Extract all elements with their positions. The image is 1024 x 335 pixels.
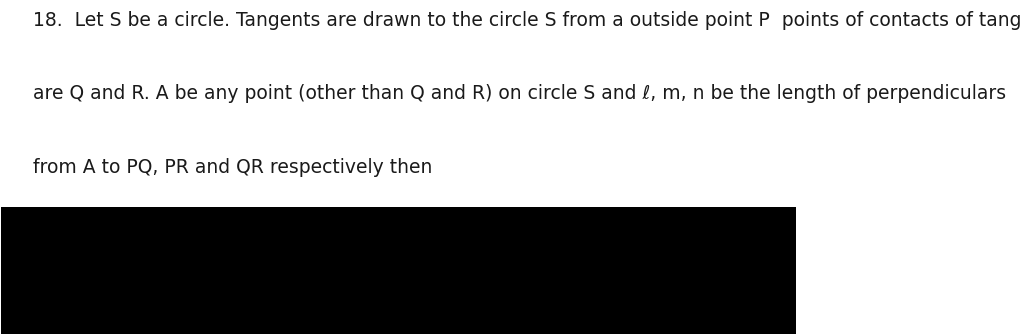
Text: are Q and R. A be any point (other than Q and R) on circle S and ℓ, m, n be the : are Q and R. A be any point (other than …: [33, 84, 1007, 104]
Text: (C) n² = ℓ.m: (C) n² = ℓ.m: [455, 234, 567, 253]
Text: from A to PQ, PR and QR respectively then: from A to PQ, PR and QR respectively the…: [33, 157, 432, 177]
Text: 18.  Let S be a circle. Tangents are drawn to the circle S from a outside point : 18. Let S be a circle. Tangents are draw…: [33, 11, 1022, 30]
Text: m: m: [157, 234, 175, 253]
Text: (A) 2n = ℓ +: (A) 2n = ℓ +: [33, 234, 154, 253]
Text: (D) 2m = ℓ + n: (D) 2m = ℓ + n: [629, 234, 770, 253]
Text: (B) n² = ℓ² + m²: (B) n² = ℓ² + m²: [240, 234, 389, 253]
Bar: [1, 207, 796, 334]
